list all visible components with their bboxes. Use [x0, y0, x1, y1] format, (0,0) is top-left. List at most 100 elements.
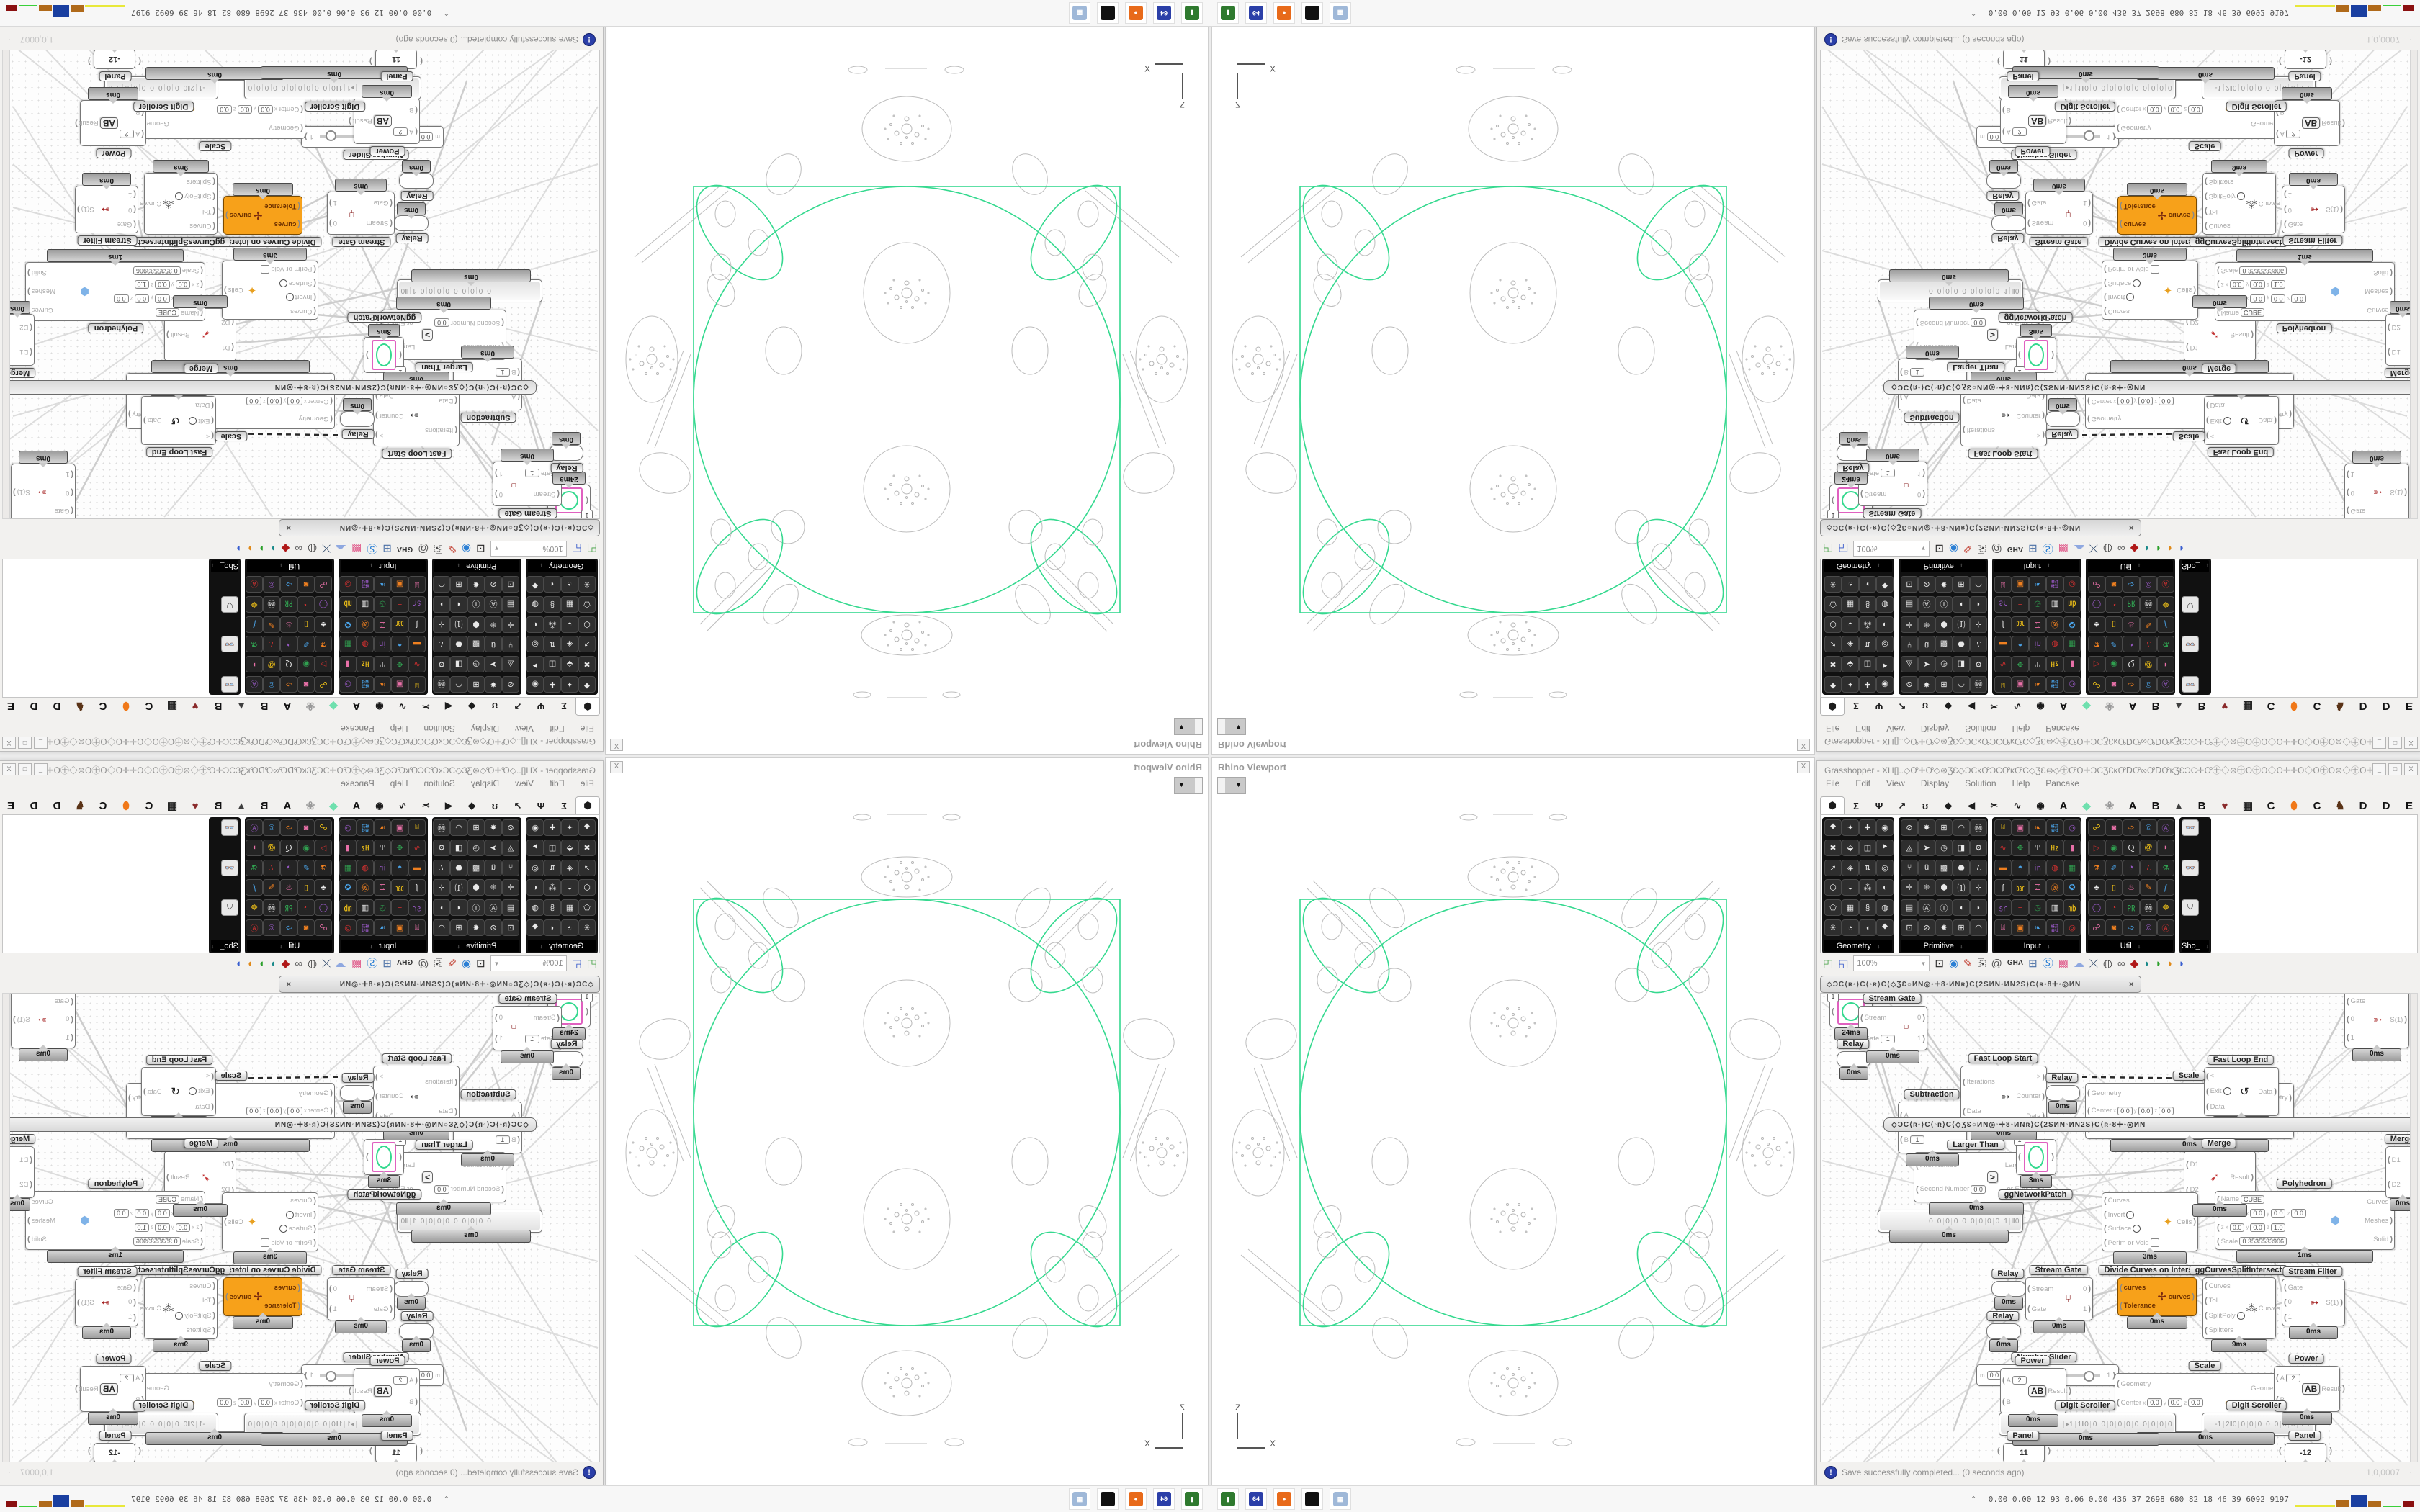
component-icon[interactable]: Ⓐ	[246, 819, 263, 836]
component-icon[interactable]: ▤	[1901, 595, 1918, 613]
component-icon[interactable]: ◙	[297, 676, 315, 693]
plugin-tab[interactable]: E	[2405, 700, 2413, 713]
calculator-app-icon[interactable]: ▦	[1069, 2, 1090, 24]
node-label[interactable]: Polyhedron	[2276, 323, 2332, 333]
component-icon[interactable]: ©	[2140, 919, 2157, 937]
toolbar-icon[interactable]: Ⓢ	[367, 957, 378, 970]
toolbar-icon[interactable]: ◰	[586, 542, 597, 555]
node-label[interactable]: Relay	[1991, 233, 2025, 243]
category-tab[interactable]: ◆	[468, 701, 475, 712]
plugin-tab[interactable]: B	[2151, 700, 2160, 713]
component-icon[interactable]: ☍	[2088, 575, 2105, 593]
plugin-tab[interactable]: B	[260, 700, 269, 713]
component-icon[interactable]: ⇅	[1859, 859, 1876, 876]
toolbar-icon[interactable]: ◆	[2130, 957, 2139, 970]
component-icon[interactable]: ⇅	[544, 636, 561, 653]
panel-node[interactable]: 11()	[1997, 1443, 2051, 1462]
floppy64-app-icon[interactable]: 64	[1245, 1488, 1267, 1510]
component-icon[interactable]: ◨	[450, 656, 467, 673]
node-label[interactable]: Larger Than	[1947, 1140, 2004, 1150]
panel-node[interactable]: -12()	[88, 50, 141, 69]
component-icon[interactable]: ✦	[561, 676, 578, 693]
component-icon[interactable]: ♨	[280, 616, 297, 633]
component-icon[interactable]: ✦	[1842, 676, 1859, 693]
component-icon[interactable]: ◨	[1953, 656, 1970, 673]
component-icon[interactable]: ◖	[450, 595, 467, 613]
component-icon[interactable]: ⯈	[526, 656, 544, 673]
toolbar-icon[interactable]: ◗	[2178, 542, 2185, 555]
component-icon[interactable]: ㍿	[2046, 575, 2063, 593]
component-icon[interactable]: ◍	[1876, 899, 1894, 917]
node-label[interactable]: Power	[96, 1354, 132, 1364]
component-icon[interactable]: ⊡	[502, 919, 519, 937]
component-icon[interactable]: ⯁	[526, 575, 544, 593]
close-icon[interactable]: ✕	[285, 524, 292, 532]
scribble-bar[interactable]: ◇ƆϹ⟨ʀ◦⟩Ϲ⟨◦ʀ⟩Ϲ⟨◇ƷƐ○ИN◎◦✛8◦ИNʀ⟩Ϲ⟨2SИN◦ИN2S…	[1883, 380, 2411, 395]
zoom-level-select[interactable]: 100% ▼	[1853, 955, 1930, 971]
plugin-tab[interactable]: ♞	[75, 700, 85, 712]
ggnetworkpatch-node[interactable]: (1)	[364, 337, 406, 378]
component-icon[interactable]: ⬢	[1935, 879, 1953, 896]
palette-label[interactable]: Util ↓	[2088, 560, 2173, 572]
plugin-tab[interactable]: ▲	[2173, 700, 2184, 713]
category-tab[interactable]: ↗	[1898, 800, 1906, 811]
node-label[interactable]: Fast Loop End	[2207, 447, 2275, 457]
component-icon[interactable]: ◗	[1970, 595, 1987, 613]
component-icon[interactable]: ⑳	[2046, 879, 2063, 896]
component-icon[interactable]: ㏔	[339, 899, 357, 917]
close-button[interactable]: X	[2, 763, 16, 775]
component-icon[interactable]: ◎	[2063, 676, 2081, 693]
component-icon[interactable]: ▦	[339, 636, 357, 653]
node-label[interactable]: Digit Scroller	[133, 102, 194, 112]
plugin-tab[interactable]: E	[2405, 799, 2413, 812]
component-icon[interactable]: ©	[2140, 575, 2157, 593]
category-tab[interactable]: ʊ	[1922, 800, 1929, 811]
component-icon[interactable]: ◠	[1970, 575, 1987, 593]
component-icon[interactable]: ◒	[561, 879, 578, 896]
component-icon[interactable]: Ⓐ	[2157, 819, 2174, 836]
component-icon[interactable]: ⚙	[433, 656, 450, 673]
component-icon[interactable]: ⊘	[485, 919, 502, 937]
plugin-tab[interactable]: ❀	[2105, 700, 2115, 712]
component-icon[interactable]: 👓	[221, 676, 238, 693]
plugin-tab[interactable]: E	[7, 700, 15, 713]
close-icon[interactable]: ✕	[2128, 980, 2135, 988]
toolbar-icon[interactable]: ◰	[1823, 542, 1834, 555]
component-icon[interactable]: ∿	[408, 656, 426, 673]
menu-item-file[interactable]: File	[580, 724, 594, 734]
component-icon[interactable]: ㏚	[2123, 595, 2140, 613]
plugin-tab[interactable]: D	[2359, 700, 2367, 713]
component-icon[interactable]: ⊘	[502, 676, 519, 693]
component-icon[interactable]: ◷	[467, 656, 485, 673]
category-tab[interactable]: ◀	[445, 800, 452, 811]
plugin-tab[interactable]: C	[145, 799, 153, 812]
zoom-level-select[interactable]: 100% ▼	[490, 955, 567, 971]
divide-curves-on-intersects-node[interactable]: (curves(Tolerance ✢ curves)	[2118, 196, 2197, 235]
component-icon[interactable]: ▣	[391, 919, 408, 937]
plugin-tab[interactable]: C	[2267, 799, 2275, 812]
toolbar-icon[interactable]: ◱	[1838, 957, 1849, 970]
component-icon[interactable]: ⯁	[1824, 819, 1842, 836]
node-label[interactable]: Relay	[1986, 1311, 2020, 1321]
node-label[interactable]: Scale	[199, 141, 232, 151]
component-icon[interactable]: ◎	[339, 819, 357, 836]
component-icon[interactable]: ▷	[315, 656, 332, 673]
divide-curves-on-intersects-node[interactable]: (curves(Tolerance ✢ curves)	[223, 196, 302, 235]
component-icon[interactable]: ✥	[391, 656, 408, 673]
component-icon[interactable]: ◔	[2123, 859, 2140, 876]
component-icon[interactable]: ⁜	[1918, 879, 1935, 896]
component-icon[interactable]: ∫	[1994, 879, 2012, 896]
node-label[interactable]: Subtraction	[1904, 413, 1960, 423]
component-icon[interactable]: ◒	[1842, 879, 1859, 896]
node-label[interactable]: Relay	[1837, 1039, 1870, 1049]
merge-node[interactable]: (D1(D2	[2385, 1146, 2410, 1198]
toolbar-icon[interactable]: ⎘	[434, 542, 443, 555]
category-tab[interactable]: ↗	[514, 701, 522, 712]
component-icon[interactable]: ◈	[561, 636, 578, 653]
category-tab[interactable]: ◀	[1968, 701, 1975, 712]
palette-label[interactable]: Input ↓	[1994, 560, 2079, 572]
component-icon[interactable]: ⑴	[1953, 879, 1970, 896]
node-label[interactable]: Power	[2288, 1354, 2324, 1364]
category-tab[interactable]: Ψ	[537, 800, 545, 811]
